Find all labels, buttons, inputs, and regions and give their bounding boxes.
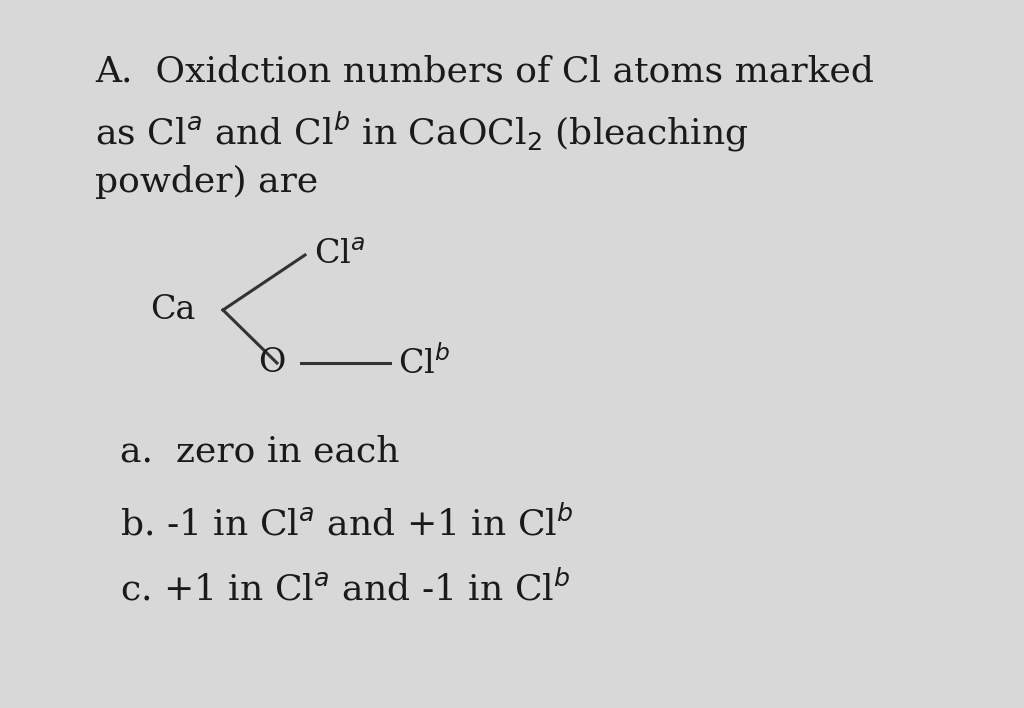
Text: Cl$^a$: Cl$^a$ bbox=[314, 239, 366, 271]
Text: b. -1 in Cl$^a$ and +1 in Cl$^b$: b. -1 in Cl$^a$ and +1 in Cl$^b$ bbox=[120, 505, 573, 542]
Text: powder) are: powder) are bbox=[95, 165, 318, 199]
Text: as Cl$^a$ and Cl$^b$ in CaOCl$_2$ (bleaching: as Cl$^a$ and Cl$^b$ in CaOCl$_2$ (bleac… bbox=[95, 110, 749, 154]
Text: Ca: Ca bbox=[150, 294, 195, 326]
Text: Cl$^b$: Cl$^b$ bbox=[398, 346, 451, 381]
Text: A.  Oxidction numbers of Cl atoms marked: A. Oxidction numbers of Cl atoms marked bbox=[95, 55, 873, 89]
Text: O: O bbox=[258, 347, 285, 379]
Text: c. +1 in Cl$^a$ and -1 in Cl$^b$: c. +1 in Cl$^a$ and -1 in Cl$^b$ bbox=[120, 570, 570, 607]
Text: a.  zero in each: a. zero in each bbox=[120, 435, 399, 469]
